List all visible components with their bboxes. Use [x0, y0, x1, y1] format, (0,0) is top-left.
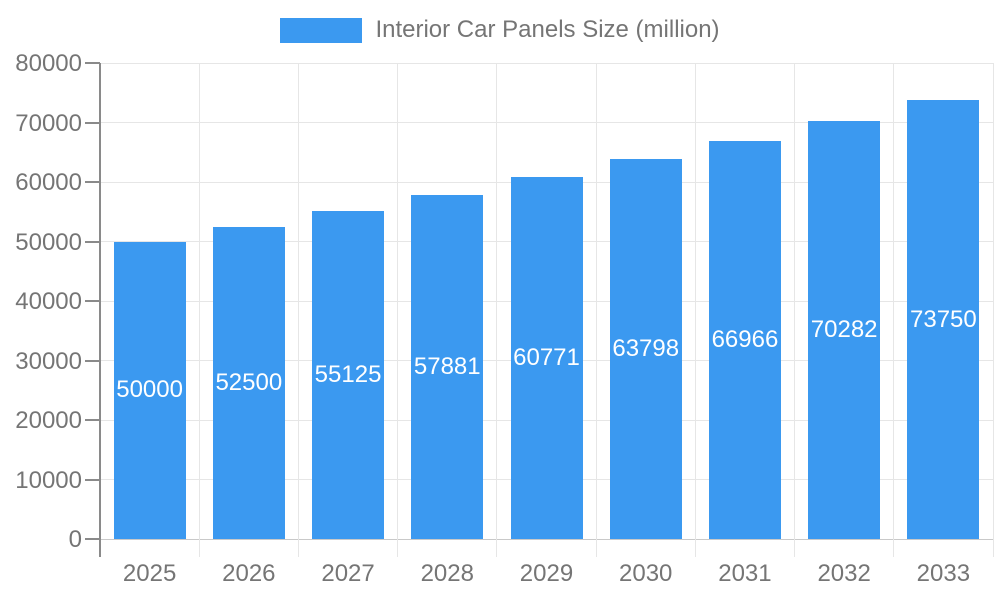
y-axis-label: 40000 [15, 288, 82, 315]
y-axis-label: 0 [68, 526, 82, 553]
x-gridline [694, 63, 696, 557]
x-gridline [794, 63, 796, 557]
x-axis-label: 2030 [619, 560, 673, 587]
y-gridline [100, 538, 993, 540]
y-tick [85, 62, 100, 64]
bar-value-label: 50000 [116, 376, 183, 404]
bar-value-label: 66966 [711, 325, 779, 353]
bar[interactable]: 55125 [312, 211, 385, 539]
y-axis-line [99, 63, 101, 557]
x-gridline [496, 63, 498, 557]
y-tick [85, 240, 100, 243]
bar-value-label: 73750 [910, 305, 977, 333]
x-axis-label: 2033 [916, 560, 971, 587]
y-axis-label: 30000 [15, 347, 82, 375]
x-axis-label: 2028 [420, 560, 474, 587]
bar[interactable]: 60771 [510, 177, 583, 539]
y-tick [85, 359, 100, 362]
y-tick [85, 300, 100, 302]
y-gridline [100, 62, 993, 64]
bar[interactable]: 52500 [212, 226, 285, 539]
y-axis-label: 70000 [15, 109, 82, 137]
x-gridline [992, 63, 994, 557]
x-gridline [198, 63, 200, 557]
x-gridline [893, 63, 895, 557]
bar-value-label: 57881 [413, 352, 481, 380]
bar[interactable]: 73750 [907, 100, 980, 539]
y-tick [85, 419, 100, 421]
x-gridline [297, 63, 299, 557]
bar-value-label: 60771 [513, 344, 580, 372]
y-gridline [100, 122, 993, 123]
y-axis-label: 10000 [15, 466, 82, 494]
x-axis-label: 2026 [222, 560, 276, 587]
y-tick [85, 538, 100, 540]
chart-legend[interactable]: Interior Car Panels Size (million) [0, 17, 1000, 43]
legend-swatch [280, 17, 363, 43]
y-axis-label: 80000 [15, 50, 82, 77]
y-tick [85, 181, 100, 183]
bar[interactable]: 66966 [708, 140, 781, 539]
x-gridline [397, 63, 399, 557]
x-axis-label: 2031 [718, 560, 772, 587]
bar[interactable]: 50000 [113, 241, 186, 539]
legend-label: Interior Car Panels Size (million) [375, 16, 720, 43]
bar[interactable]: 57881 [411, 194, 484, 539]
y-axis-label: 60000 [15, 169, 82, 196]
bar-value-label: 70282 [810, 315, 878, 343]
x-axis-label: 2029 [519, 560, 574, 587]
x-axis-label: 2027 [321, 560, 375, 587]
bar[interactable]: 63798 [609, 159, 682, 539]
x-axis-label: 2032 [817, 560, 871, 587]
x-gridline [595, 63, 597, 557]
bar-value-label: 55125 [314, 360, 382, 388]
bar-value-label: 63798 [612, 335, 680, 363]
bar[interactable]: 70282 [808, 120, 881, 539]
x-axis-label: 2025 [122, 560, 177, 587]
y-axis-label: 20000 [15, 407, 82, 434]
y-axis-label: 50000 [15, 228, 82, 256]
y-tick [85, 478, 100, 481]
y-tick [85, 121, 100, 124]
bar-value-label: 52500 [215, 368, 283, 396]
